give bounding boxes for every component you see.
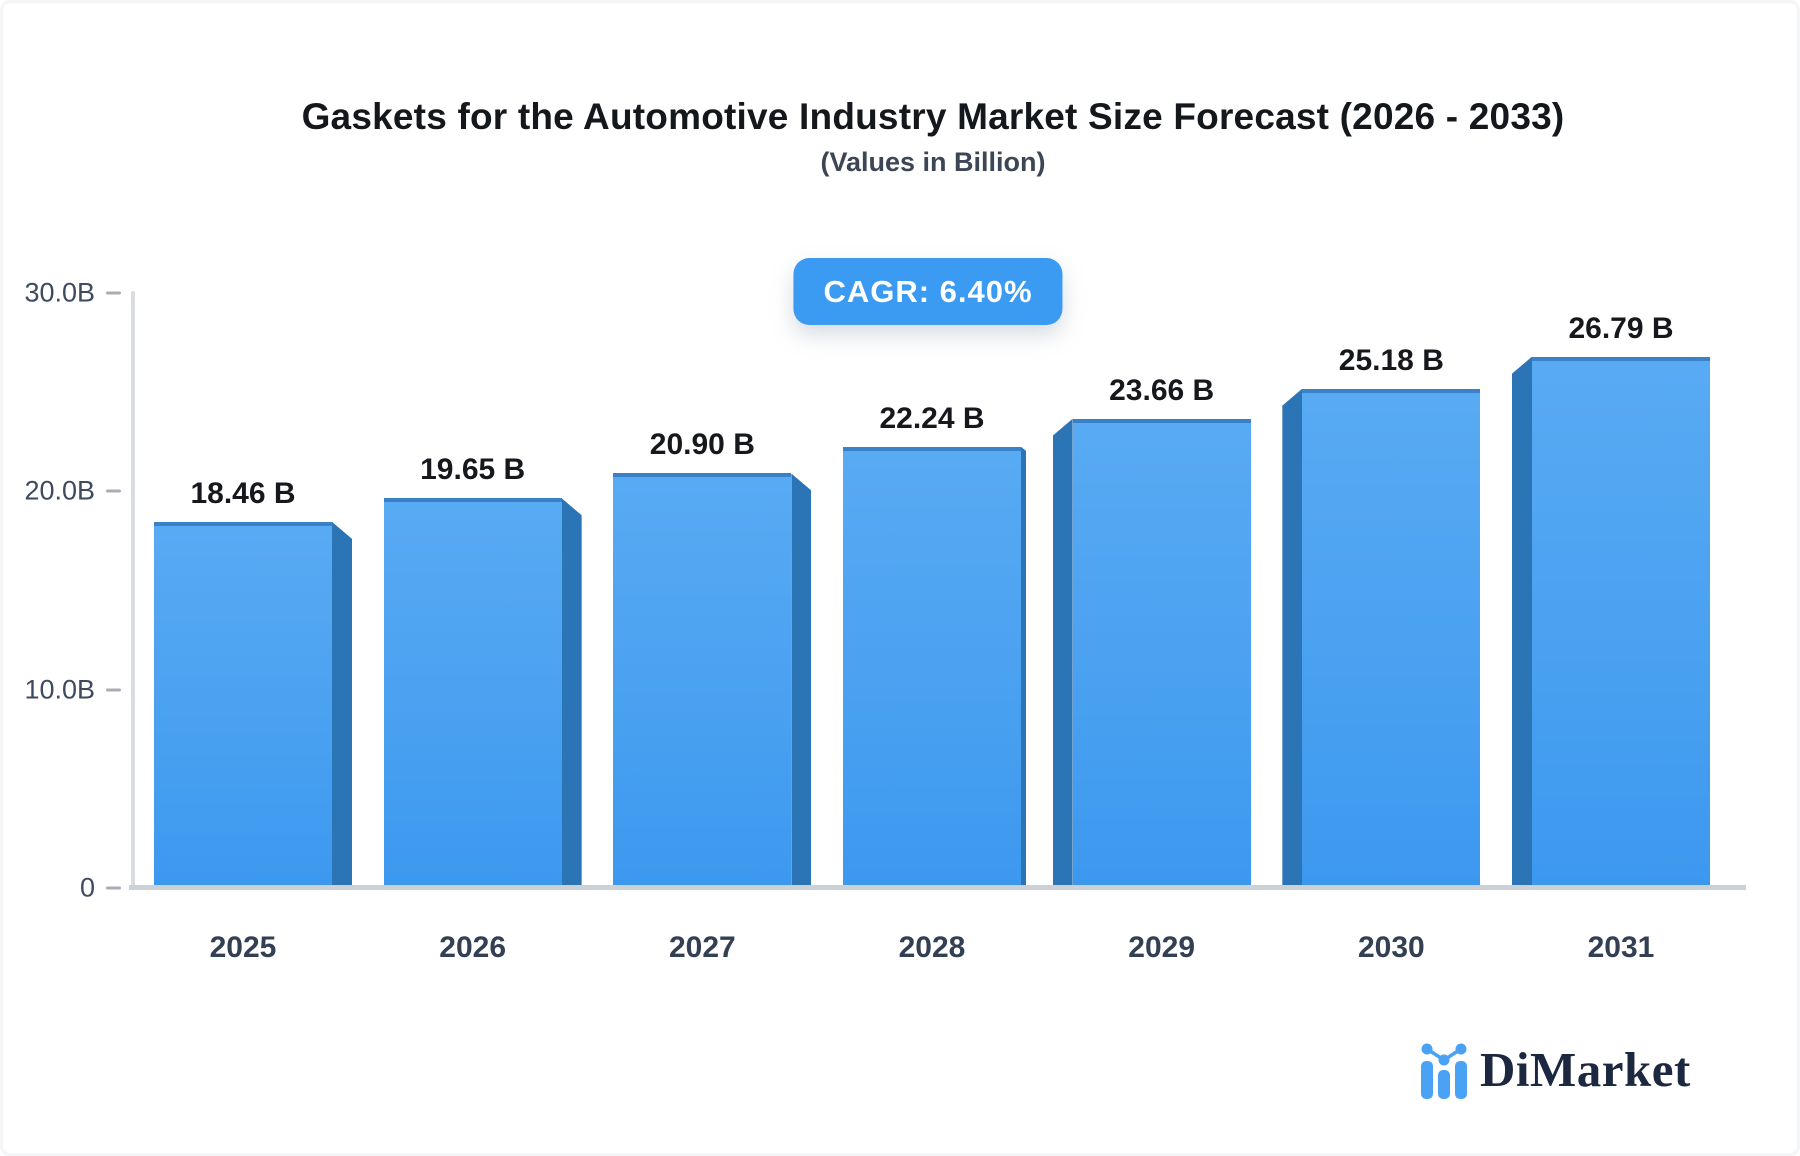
x-axis-category-label: 2027 (668, 931, 736, 964)
bar-value-label: 19.65 B (420, 453, 526, 487)
bar-value-label: 22.24 B (879, 401, 985, 435)
cagr-badge: CAGR: 6.40% (793, 258, 1063, 325)
x-axis-category-label: 2026 (439, 931, 507, 964)
y-tick-dash-icon (106, 291, 121, 295)
bar-side (1282, 388, 1303, 888)
bar-value-label: 23.66 B (1109, 373, 1215, 407)
bar-side (332, 521, 352, 888)
bar-value-label: 26.79 B (1568, 311, 1674, 345)
bar-side (561, 498, 582, 888)
bar-group: 20.90 B (613, 428, 812, 888)
x-axis-baseline (129, 885, 1746, 890)
x-axis-category-label: 2028 (898, 931, 966, 964)
bar-face (1532, 356, 1710, 888)
bar-group: 25.18 B (1282, 344, 1481, 888)
plot-area: 30.0B 20.0B 10.0B 0 18.46 B 2025 19.65 B… (24, 278, 1746, 964)
bar-line-chart-icon (1421, 1043, 1467, 1099)
bar-face (383, 498, 562, 888)
bar-face (1302, 388, 1481, 888)
bar-face (843, 446, 1021, 888)
x-axis-category-label: 2029 (1128, 931, 1196, 964)
y-axis-line (131, 291, 135, 888)
y-tick-label: 10.0B (24, 674, 95, 705)
bar-side (791, 473, 812, 888)
x-axis-category-label: 2025 (209, 931, 277, 964)
y-tick-dash-icon (106, 489, 121, 493)
bar-side (1052, 418, 1073, 888)
chart-title: Gaskets for the Automotive Industry Mark… (301, 96, 1565, 137)
x-axis-category-label: 2031 (1587, 931, 1655, 964)
bar-value-label: 18.46 B (190, 476, 296, 510)
brand-logo: DiMarket (1419, 1041, 1691, 1099)
x-axis-category-label: 2030 (1357, 931, 1425, 964)
y-tick-label: 20.0B (24, 475, 95, 506)
chart-subtitle: (Values in Billion) (820, 147, 1046, 177)
bar-value-label: 25.18 B (1338, 343, 1444, 377)
bar-group: 22.24 B (843, 402, 1026, 888)
bar-group: 18.46 B (154, 477, 352, 888)
y-tick-label: 0 (79, 872, 95, 903)
y-tick-label: 30.0B (24, 277, 95, 308)
bar-side (1512, 356, 1532, 888)
bar-group: 19.65 B (383, 453, 582, 888)
chart-header: Gaskets for the Automotive Industry Mark… (63, 95, 1797, 178)
bar-face (154, 521, 332, 888)
bar-side (1021, 446, 1026, 888)
bar-face (1072, 418, 1251, 888)
y-tick-dash-icon (106, 886, 121, 890)
y-tick-dash-icon (106, 688, 121, 692)
brand-logo-text: DiMarket (1480, 1042, 1691, 1097)
bar-group: 23.66 B (1052, 374, 1251, 888)
bar-group: 26.79 B (1512, 312, 1710, 888)
bar-face (613, 473, 792, 888)
bar-value-label: 20.90 B (649, 428, 755, 462)
